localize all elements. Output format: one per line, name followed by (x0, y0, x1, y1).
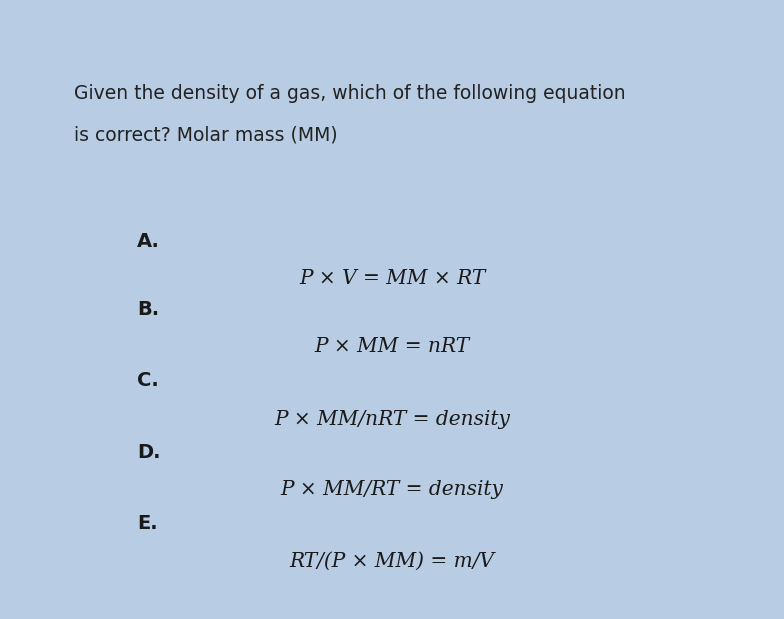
Text: E.: E. (137, 514, 158, 533)
Text: B.: B. (137, 300, 159, 319)
Text: P × MM/RT = density: P × MM/RT = density (281, 480, 503, 500)
Text: P × V = MM × RT: P × V = MM × RT (299, 269, 485, 288)
Text: D.: D. (137, 443, 161, 462)
Text: RT/(P × MM) = m/V: RT/(P × MM) = m/V (289, 552, 495, 571)
Text: C.: C. (137, 371, 159, 391)
Text: is correct? Molar mass (MM): is correct? Molar mass (MM) (74, 126, 338, 145)
Text: P × MM/nRT = density: P × MM/nRT = density (274, 410, 510, 429)
Text: P × MM = nRT: P × MM = nRT (314, 337, 470, 357)
Text: Given the density of a gas, which of the following equation: Given the density of a gas, which of the… (74, 84, 626, 103)
Text: A.: A. (137, 232, 160, 251)
